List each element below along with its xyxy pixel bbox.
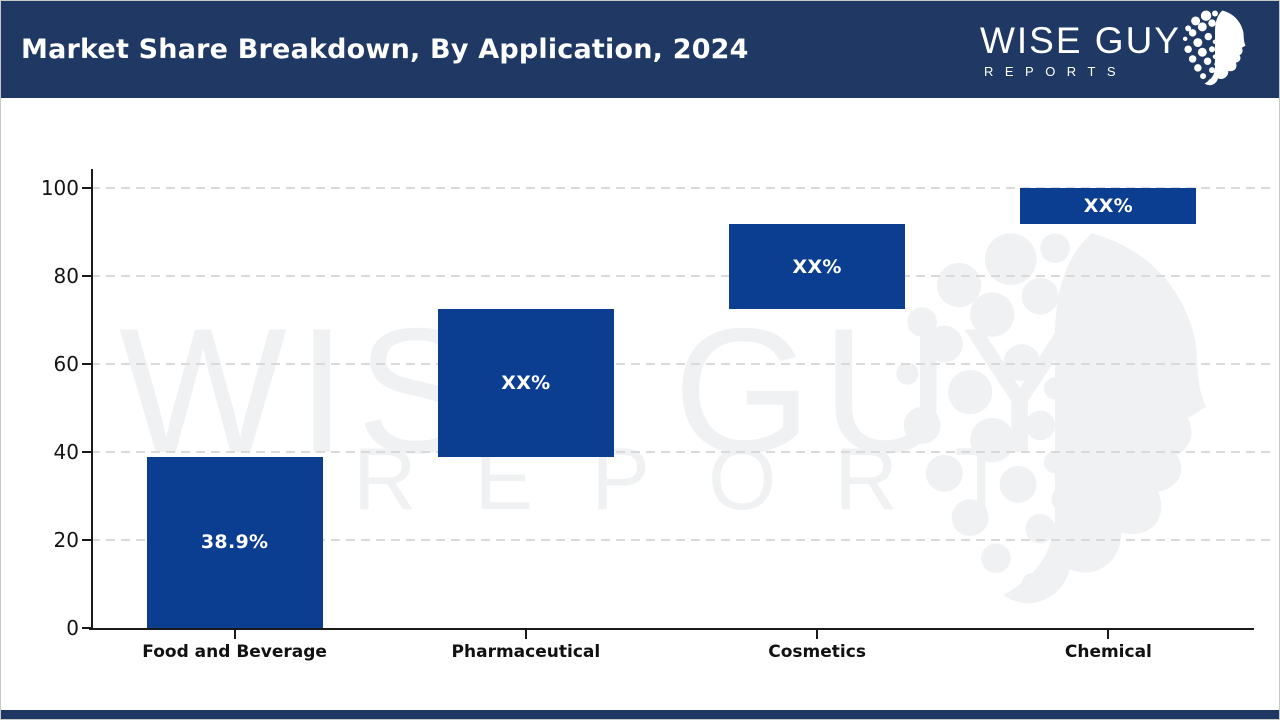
- x-category-label: Cosmetics: [768, 642, 866, 662]
- x-category-label: Food and Beverage: [142, 642, 327, 662]
- gridline-60: [91, 363, 1273, 365]
- y-tick-label-60: 60: [53, 352, 79, 376]
- x-axis-line: [89, 628, 1254, 630]
- bar-value-label: 38.9%: [200, 531, 269, 554]
- chart-area: WISE GUY REPORTS 0 20 40 60 80 100 38.9% Food a…: [1, 98, 1279, 710]
- bar-pharmaceutical: XX%: [437, 309, 614, 457]
- watermark-head-icon: [869, 226, 1241, 632]
- logo-wordmark-main: WISE GUY: [979, 19, 1181, 61]
- y-tick-0: [82, 627, 91, 629]
- y-tick-80: [82, 275, 91, 277]
- bar-chemical: XX%: [1020, 188, 1197, 224]
- y-tick-label-40: 40: [53, 440, 79, 464]
- x-category-label: Chemical: [1064, 642, 1152, 662]
- y-tick-60: [82, 363, 91, 365]
- y-tick-label-80: 80: [53, 264, 79, 288]
- x-category-label: Pharmaceutical: [451, 642, 601, 662]
- bar-cosmetics: XX%: [729, 223, 906, 310]
- bar-food-and-beverage: 38.9%: [146, 456, 323, 628]
- gridline-80: [91, 275, 1273, 277]
- logo-wordmark: WISE GUY REPORTS: [980, 22, 1181, 78]
- y-tick-20: [82, 539, 91, 541]
- page-title: Market Share Breakdown, By Application, …: [21, 34, 749, 65]
- wise-guy-logo: WISE GUY REPORTS: [980, 9, 1253, 91]
- x-tick-2: [816, 630, 819, 639]
- y-tick-label-0: 0: [66, 616, 79, 640]
- y-tick-label-20: 20: [53, 528, 79, 552]
- x-tick-1: [524, 630, 527, 639]
- gridline-20: [91, 539, 1273, 541]
- header: Market Share Breakdown, By Application, …: [1, 1, 1279, 98]
- footer-bar: [1, 710, 1279, 719]
- gridline-40: [91, 451, 1273, 453]
- y-tick-40: [82, 451, 91, 453]
- x-tick-3: [1107, 630, 1110, 639]
- bar-value-label: XX%: [501, 372, 551, 395]
- logo-head-icon: [1177, 9, 1253, 91]
- y-tick-label-100: 100: [40, 176, 79, 200]
- y-tick-100: [82, 187, 91, 189]
- bar-value-label: XX%: [1083, 194, 1133, 217]
- x-tick-0: [233, 630, 236, 639]
- bar-value-label: XX%: [792, 255, 842, 278]
- gridline-100: [91, 187, 1273, 189]
- y-axis-line: [91, 169, 93, 630]
- logo-wordmark-sub: REPORTS: [983, 63, 1128, 79]
